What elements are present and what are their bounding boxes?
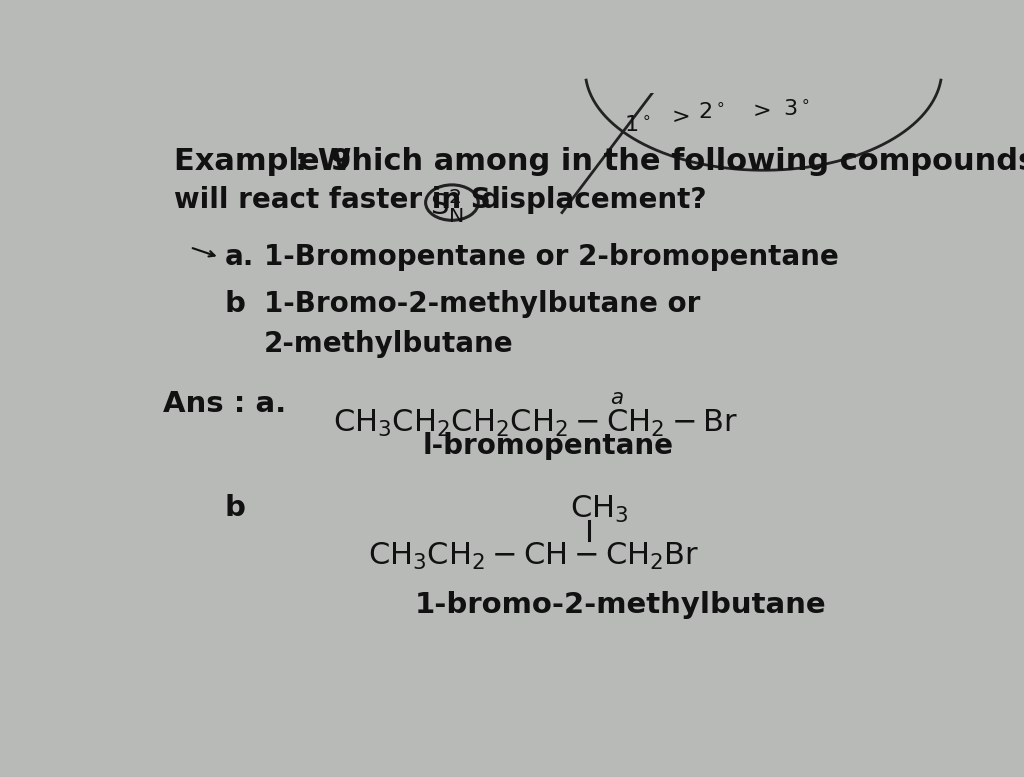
Text: $\mathrm{CH_3CH_2}-\mathrm{CH}-\mathrm{CH_2Br}$: $\mathrm{CH_3CH_2}-\mathrm{CH}-\mathrm{C…: [369, 542, 699, 573]
Text: Example 9: Example 9: [174, 147, 352, 176]
Text: b: b: [225, 290, 246, 318]
Text: $\mathrm{CH_3CH_2CH_2CH_2}-\overset{a}{\mathrm{C}}\mathrm{H_2}-\mathrm{Br}$: $\mathrm{CH_3CH_2CH_2CH_2}-\overset{a}{\…: [334, 390, 738, 439]
Text: $1^\circ$: $1^\circ$: [624, 115, 650, 135]
Text: 1-Bromo-2-methylbutane or: 1-Bromo-2-methylbutane or: [263, 290, 700, 318]
Text: $\mathrm{CH_3}$: $\mathrm{CH_3}$: [569, 493, 628, 524]
Text: 1-Bromopentane or 2-bromopentane: 1-Bromopentane or 2-bromopentane: [263, 243, 839, 271]
Text: 1-bromo-2-methylbutane: 1-bromo-2-methylbutane: [415, 591, 826, 619]
Text: Ans : a.: Ans : a.: [163, 390, 286, 418]
Text: a.: a.: [225, 243, 254, 271]
Text: $>$: $>$: [667, 107, 689, 127]
Text: will react faster in S: will react faster in S: [174, 186, 492, 214]
Text: displacement?: displacement?: [480, 186, 708, 214]
Text: $3^\circ$: $3^\circ$: [783, 99, 810, 120]
Text: : Which among in the following compounds: : Which among in the following compounds: [295, 147, 1024, 176]
Text: $2^\circ$: $2^\circ$: [697, 103, 724, 124]
Text: $\mathrm{S}_{\mathrm{N}}^{2}$: $\mathrm{S}_{\mathrm{N}}^{2}$: [430, 187, 464, 225]
Text: 2-methylbutane: 2-methylbutane: [263, 330, 513, 358]
Text: l-bromopentane: l-bromopentane: [423, 432, 674, 460]
Text: b: b: [225, 493, 246, 521]
Text: $>$: $>$: [748, 101, 771, 121]
